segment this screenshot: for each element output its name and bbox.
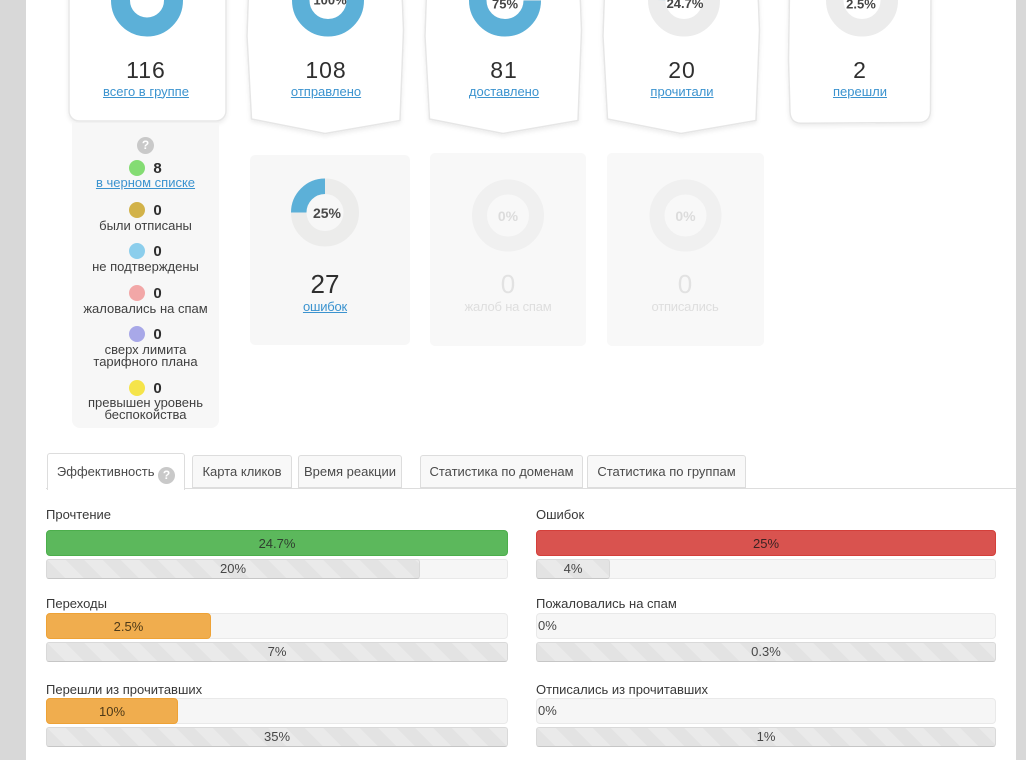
svg-text:100%: 100% [313,0,347,8]
svg-text:25%: 25% [313,205,342,221]
svg-text:0%: 0% [675,208,696,224]
svg-text:0%: 0% [498,208,519,224]
svg-text:75%: 75% [492,0,518,12]
svg-text:2.5%: 2.5% [846,0,876,12]
svg-text:24.7%: 24.7% [667,0,704,11]
